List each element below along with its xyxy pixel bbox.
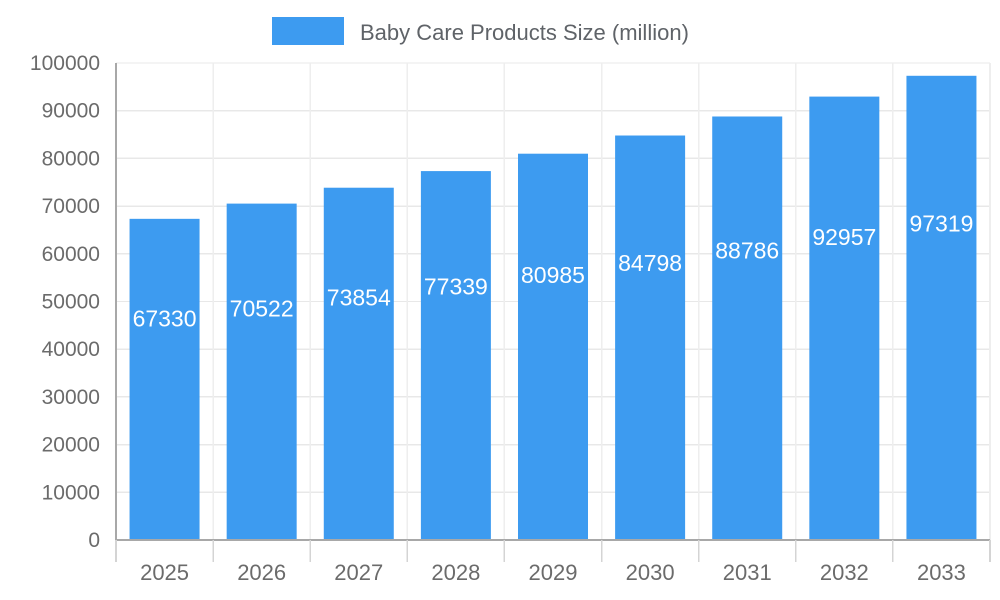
legend-color-swatch[interactable]	[272, 17, 344, 45]
bar-value-labels: 67330 70522 73854 77339 80985 84798 88786 92957…	[133, 210, 974, 331]
bar[interactable]	[809, 96, 880, 541]
y-axis-tick-label: 60000	[42, 243, 100, 266]
y-axis-tick-label: 0	[88, 529, 100, 552]
y-axis-tick-label: 50000	[42, 291, 100, 314]
x-axis-tick-label: 2030	[626, 560, 675, 585]
vertical-gridlines	[212, 63, 991, 540]
bar-value-label: 67330	[133, 305, 197, 331]
bar[interactable]	[518, 153, 588, 541]
bar-value-label: 73854	[327, 285, 391, 311]
bar-value-label: 80985	[521, 262, 585, 288]
y-axis-tick-label: 10000	[42, 481, 100, 504]
bar-value-label: 97319	[909, 210, 973, 236]
bar-value-label: 77339	[424, 274, 488, 300]
bar-value-label: 84798	[618, 250, 682, 276]
bar[interactable]	[323, 187, 394, 540]
x-axis-tick-label: 2032	[820, 560, 869, 585]
x-axis-tick-label: 2027	[334, 560, 383, 585]
x-axis-tick-label: 2029	[529, 560, 578, 585]
y-axis-tick-label: 100000	[30, 52, 100, 75]
y-axis-tick-label: 80000	[42, 147, 100, 170]
legend-label-text: Baby Care Products Size (million)	[360, 20, 689, 45]
y-axis-tick-label: 30000	[42, 386, 100, 409]
y-axis-tick-label: 40000	[42, 338, 100, 361]
y-axis-tick-label: 20000	[42, 434, 100, 457]
x-axis-tick-marks	[115, 540, 991, 562]
x-axis-tick-label: 2025	[140, 560, 189, 585]
bar-value-label: 92957	[812, 224, 876, 250]
bar[interactable]	[420, 171, 491, 541]
bar[interactable]	[615, 135, 686, 540]
bar[interactable]	[226, 203, 297, 541]
bar-value-label: 88786	[715, 237, 779, 263]
y-axis-tick-labels: 0 10000 20000 30000 40000 50000 60000 70000 8000…	[30, 52, 100, 552]
bar[interactable]	[129, 218, 200, 540]
x-axis-tick-labels: 2025 2026 2027 2028 2029 2030 2031 2032 2033	[140, 560, 966, 585]
bar[interactable]	[712, 116, 783, 540]
axis-lines	[114, 63, 990, 542]
bar-series	[129, 75, 977, 541]
bar-value-label: 70522	[230, 295, 294, 321]
x-axis-tick-label: 2026	[237, 560, 286, 585]
x-axis-tick-label: 2033	[917, 560, 966, 585]
chart-legend: Baby Care Products Size (million)	[272, 17, 689, 45]
x-axis-tick-label: 2031	[723, 560, 772, 585]
y-axis-tick-label: 90000	[42, 100, 100, 123]
bar[interactable]	[906, 75, 977, 541]
x-axis-tick-label: 2028	[431, 560, 480, 585]
y-axis-tick-label: 70000	[42, 195, 100, 218]
